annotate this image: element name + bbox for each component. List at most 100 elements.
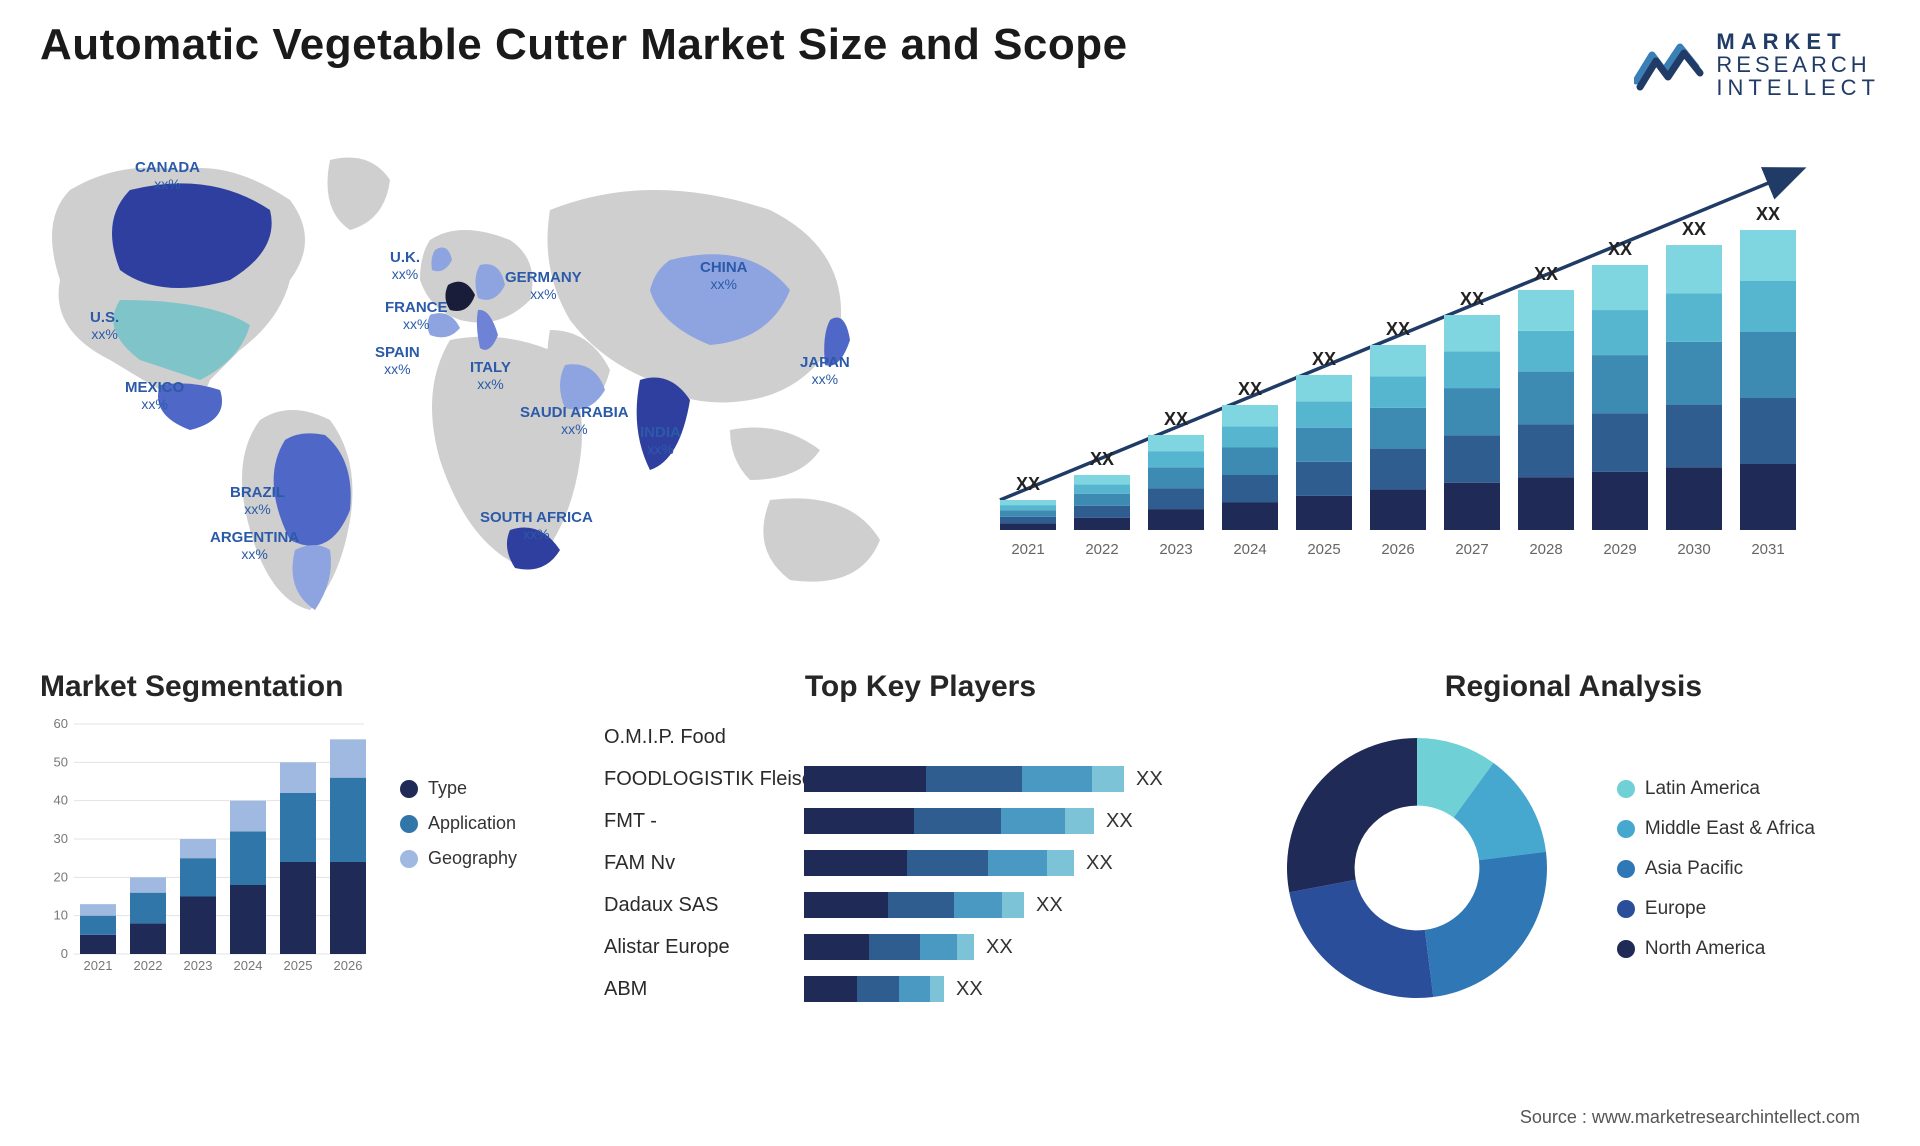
player-bar-segment	[988, 850, 1047, 876]
segmentation-title: Market Segmentation	[40, 670, 574, 704]
map-label: U.S.xx%	[90, 310, 119, 342]
legend-item: Middle East & Africa	[1617, 818, 1815, 840]
player-bar: XX	[804, 808, 1237, 834]
growth-chart-panel: XX 2021 XX 2022 XX 2023 XX 2024 XX 2025 XX 2026 XX 20…	[980, 130, 1830, 630]
legend-swatch-icon	[1617, 940, 1635, 958]
player-bar: XX	[804, 976, 1237, 1002]
svg-text:2022: 2022	[1085, 541, 1118, 558]
player-bar-segment	[804, 850, 907, 876]
svg-text:XX: XX	[1386, 319, 1410, 339]
player-bar-segment	[907, 850, 988, 876]
legend-swatch-icon	[1617, 860, 1635, 878]
growth-bar-chart: XX 2021 XX 2022 XX 2023 XX 2024 XX 2025 XX 2026 XX 20…	[980, 130, 1830, 630]
player-name: Dadaux SAS	[604, 894, 804, 917]
player-bar	[804, 724, 1237, 750]
map-label: CANADAxx%	[135, 160, 200, 192]
player-bar: XX	[804, 766, 1237, 792]
map-label: SAUDI ARABIAxx%	[520, 405, 629, 437]
player-bar: XX	[804, 892, 1237, 918]
map-label: SPAINxx%	[375, 345, 420, 377]
header: Automatic Vegetable Cutter Market Size a…	[40, 20, 1880, 100]
legend-label: Asia Pacific	[1645, 858, 1743, 880]
svg-text:XX: XX	[1460, 289, 1484, 309]
player-value: XX	[1106, 810, 1133, 833]
legend-item: Application	[400, 813, 517, 834]
player-bar-segment	[1092, 766, 1124, 792]
player-bar-segment	[1001, 808, 1065, 834]
legend-label: Type	[428, 778, 467, 799]
logo-text: MARKET RESEARCH INTELLECT	[1716, 30, 1880, 99]
player-name: Alistar Europe	[604, 936, 804, 959]
player-bar-segment	[804, 892, 888, 918]
segmentation-panel: Market Segmentation 01020304050602021202…	[40, 670, 574, 1050]
legend-item: Geography	[400, 848, 517, 869]
player-bar-segment	[930, 976, 944, 1002]
map-label: CHINAxx%	[700, 260, 748, 292]
player-bar-segment	[954, 892, 1002, 918]
legend-item: Asia Pacific	[1617, 858, 1815, 880]
player-bar-segment	[1047, 850, 1074, 876]
svg-text:2024: 2024	[1233, 541, 1266, 558]
player-bar: XX	[804, 850, 1237, 876]
svg-text:2021: 2021	[84, 958, 113, 973]
legend-label: Geography	[428, 848, 517, 869]
player-bar-segment	[869, 934, 920, 960]
svg-text:2026: 2026	[1381, 541, 1414, 558]
svg-text:2023: 2023	[1159, 541, 1192, 558]
player-bar-segment	[888, 892, 954, 918]
svg-text:2031: 2031	[1751, 541, 1784, 558]
legend-swatch-icon	[1617, 900, 1635, 918]
map-label: INDIAxx%	[640, 425, 681, 457]
regional-title: Regional Analysis	[1267, 670, 1880, 704]
key-players-title: Top Key Players	[604, 670, 1237, 704]
svg-text:XX: XX	[1238, 379, 1262, 399]
player-bar-segment	[1022, 766, 1092, 792]
player-row: FAM Nv XX	[604, 844, 1237, 882]
legend-label: North America	[1645, 938, 1765, 960]
map-label: SOUTH AFRICAxx%	[480, 510, 593, 542]
svg-text:XX: XX	[1164, 409, 1188, 429]
map-label: U.K.xx%	[390, 250, 420, 282]
player-name: ABM	[604, 978, 804, 1001]
svg-text:2022: 2022	[134, 958, 163, 973]
player-bar-segment	[1002, 892, 1024, 918]
player-row: ABM XX	[604, 970, 1237, 1008]
player-row: FMT -XX	[604, 802, 1237, 840]
svg-text:30: 30	[54, 831, 68, 846]
map-label: BRAZILxx%	[230, 485, 285, 517]
legend-item: North America	[1617, 938, 1815, 960]
player-value: XX	[956, 978, 983, 1001]
svg-text:2026: 2026	[334, 958, 363, 973]
segmentation-bar-chart: 0102030405060202120222023202420252026	[40, 718, 370, 1008]
svg-text:20: 20	[54, 869, 68, 884]
key-players-list: O.M.I.P. FoodFOODLOGISTIK Fleischereimas…	[604, 718, 1237, 1008]
svg-text:50: 50	[54, 754, 68, 769]
player-bar-segment	[899, 976, 930, 1002]
player-name: FAM Nv	[604, 852, 804, 875]
logo-line1: MARKET	[1716, 30, 1880, 53]
source-line: Source : www.marketresearchintellect.com	[1520, 1107, 1860, 1128]
svg-text:2025: 2025	[1307, 541, 1340, 558]
legend-label: Application	[428, 813, 516, 834]
key-players-panel: Top Key Players O.M.I.P. FoodFOODLOGISTI…	[604, 670, 1237, 1050]
player-bar-segment	[957, 934, 974, 960]
svg-text:XX: XX	[1312, 349, 1336, 369]
bottom-row: Market Segmentation 01020304050602021202…	[40, 670, 1880, 1050]
legend-label: Europe	[1645, 898, 1706, 920]
map-label: FRANCExx%	[385, 300, 448, 332]
legend-label: Middle East & Africa	[1645, 818, 1815, 840]
map-label: GERMANYxx%	[505, 270, 582, 302]
player-name: O.M.I.P. Food	[604, 726, 804, 749]
svg-text:2030: 2030	[1677, 541, 1710, 558]
legend-item: Latin America	[1617, 778, 1815, 800]
player-value: XX	[1086, 852, 1113, 875]
player-bar-segment	[914, 808, 1001, 834]
legend-swatch-icon	[1617, 780, 1635, 798]
logo-line3: INTELLECT	[1716, 76, 1880, 99]
legend-swatch-icon	[400, 850, 418, 868]
svg-text:XX: XX	[1090, 449, 1114, 469]
svg-text:2021: 2021	[1011, 541, 1044, 558]
svg-text:40: 40	[54, 793, 68, 808]
player-bar-segment	[926, 766, 1022, 792]
svg-text:XX: XX	[1608, 239, 1632, 259]
